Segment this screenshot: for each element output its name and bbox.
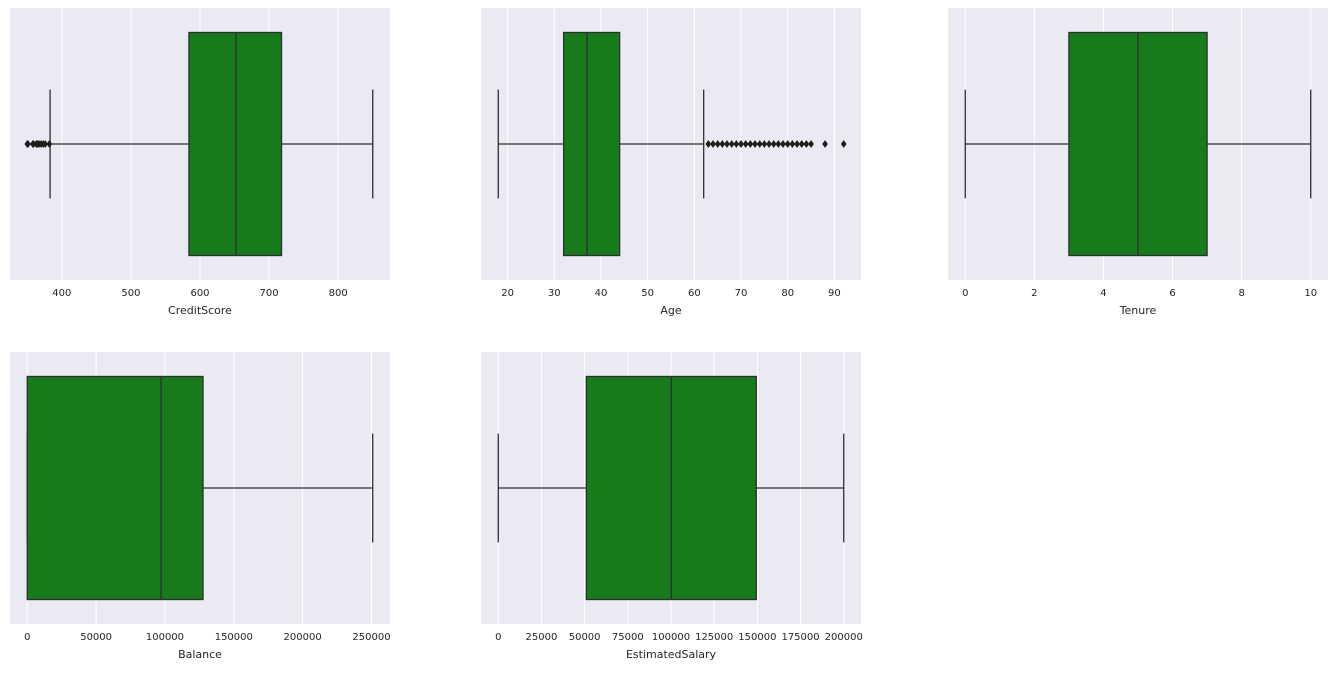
outlier-marker [794,139,800,149]
x-axis-label: EstimatedSalary [626,648,717,661]
x-tick-label: 20 [501,288,514,299]
x-tick-label: 60 [688,288,701,299]
outlier-marker [733,139,740,149]
x-tick-label: 80 [781,288,794,299]
x-tick-label: 50000 [80,632,112,643]
x-tick-label: 6 [1169,288,1175,299]
outlier-marker [784,139,791,149]
outlier-marker [766,139,772,149]
outlier-marker [705,139,712,149]
x-tick-label: 150000 [738,632,776,643]
outlier-marker [752,139,758,149]
outlier-marker [710,139,716,149]
box [26,375,204,601]
subplot-age: 20 30 40 50 60 70 80 90 Age [481,8,861,317]
x-tick-label: 8 [1238,288,1244,299]
subplot-tenure: 0 2 4 6 8 10 Tenure [948,8,1328,317]
x-tick-label: 50 [641,288,654,299]
outlier-marker [775,139,782,149]
outlier-marker [822,139,828,149]
x-tick-label: 800 [329,288,348,299]
outlier-marker [747,139,754,149]
x-tick-label: 250000 [352,632,390,643]
x-tick-label: 400 [52,288,71,299]
x-tick-label: 150000 [215,632,253,643]
x-tick-label: 0 [495,632,501,643]
x-tick-label: 70 [735,288,748,299]
subplot-creditscore: 400 500 600 700 800 CreditScore [10,8,390,317]
x-tick-label: 700 [260,288,279,299]
x-tick-label: 40 [595,288,608,299]
box [188,31,283,257]
box [562,31,621,257]
x-tick-label: 100000 [652,632,690,643]
outlier-marker [42,139,49,149]
x-tick-label: 100000 [146,632,184,643]
subplot-balance: 0 50000 100000 150000 200000 250000 Balance [10,352,391,661]
outlier-marker [770,139,777,149]
outlier-marker [742,139,749,149]
x-tick-label: 175000 [781,632,819,643]
x-tick-label: 600 [190,288,209,299]
x-tick-label: 200000 [825,632,863,643]
x-axis-label: Age [660,304,682,317]
x-tick-label: 0 [962,288,968,299]
outlier-marker [840,139,847,149]
x-axis-label: CreditScore [168,304,232,317]
outlier-marker [719,139,726,149]
outlier-marker [46,139,53,149]
outlier-marker [25,139,31,149]
x-tick-label: 500 [121,288,140,299]
x-tick-label: 0 [24,632,30,643]
x-tick-label: 200000 [284,632,322,643]
outlier-marker [780,139,786,149]
x-tick-label: 10 [1304,288,1317,299]
x-tick-label: 25000 [526,632,558,643]
outlier-marker [798,139,805,149]
x-tick-label: 75000 [612,632,644,643]
outlier-marker [728,139,735,149]
x-tick-label: 4 [1100,288,1106,299]
outlier-marker [756,139,763,149]
x-tick-label: 50000 [569,632,601,643]
x-tick-label: 30 [548,288,561,299]
x-axis-label: Tenure [1119,304,1157,317]
outlier-marker [808,139,814,149]
outlier-marker [714,139,721,149]
x-tick-label: 125000 [695,632,733,643]
outlier-marker [724,139,730,149]
x-tick-label: 90 [828,288,841,299]
outlier-marker [789,139,796,149]
outlier-marker [738,139,744,149]
x-axis-label: Balance [178,648,222,661]
outlier-marker [803,139,810,149]
outlier-marker [761,139,768,149]
subplot-estimatedsalary: 0 25000 50000 75000 100000 125000 150000 175000… [481,352,863,661]
x-tick-label: 2 [1031,288,1037,299]
